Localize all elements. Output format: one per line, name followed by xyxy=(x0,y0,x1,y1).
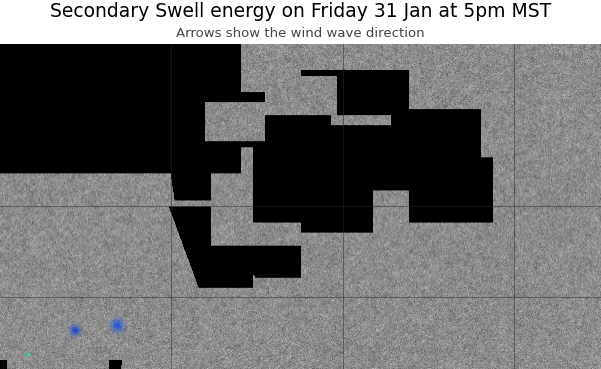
Text: Secondary Swell energy on Friday 31 Jan at 5pm MST: Secondary Swell energy on Friday 31 Jan … xyxy=(50,2,551,21)
Text: Arrows show the wind wave direction: Arrows show the wind wave direction xyxy=(176,27,425,41)
